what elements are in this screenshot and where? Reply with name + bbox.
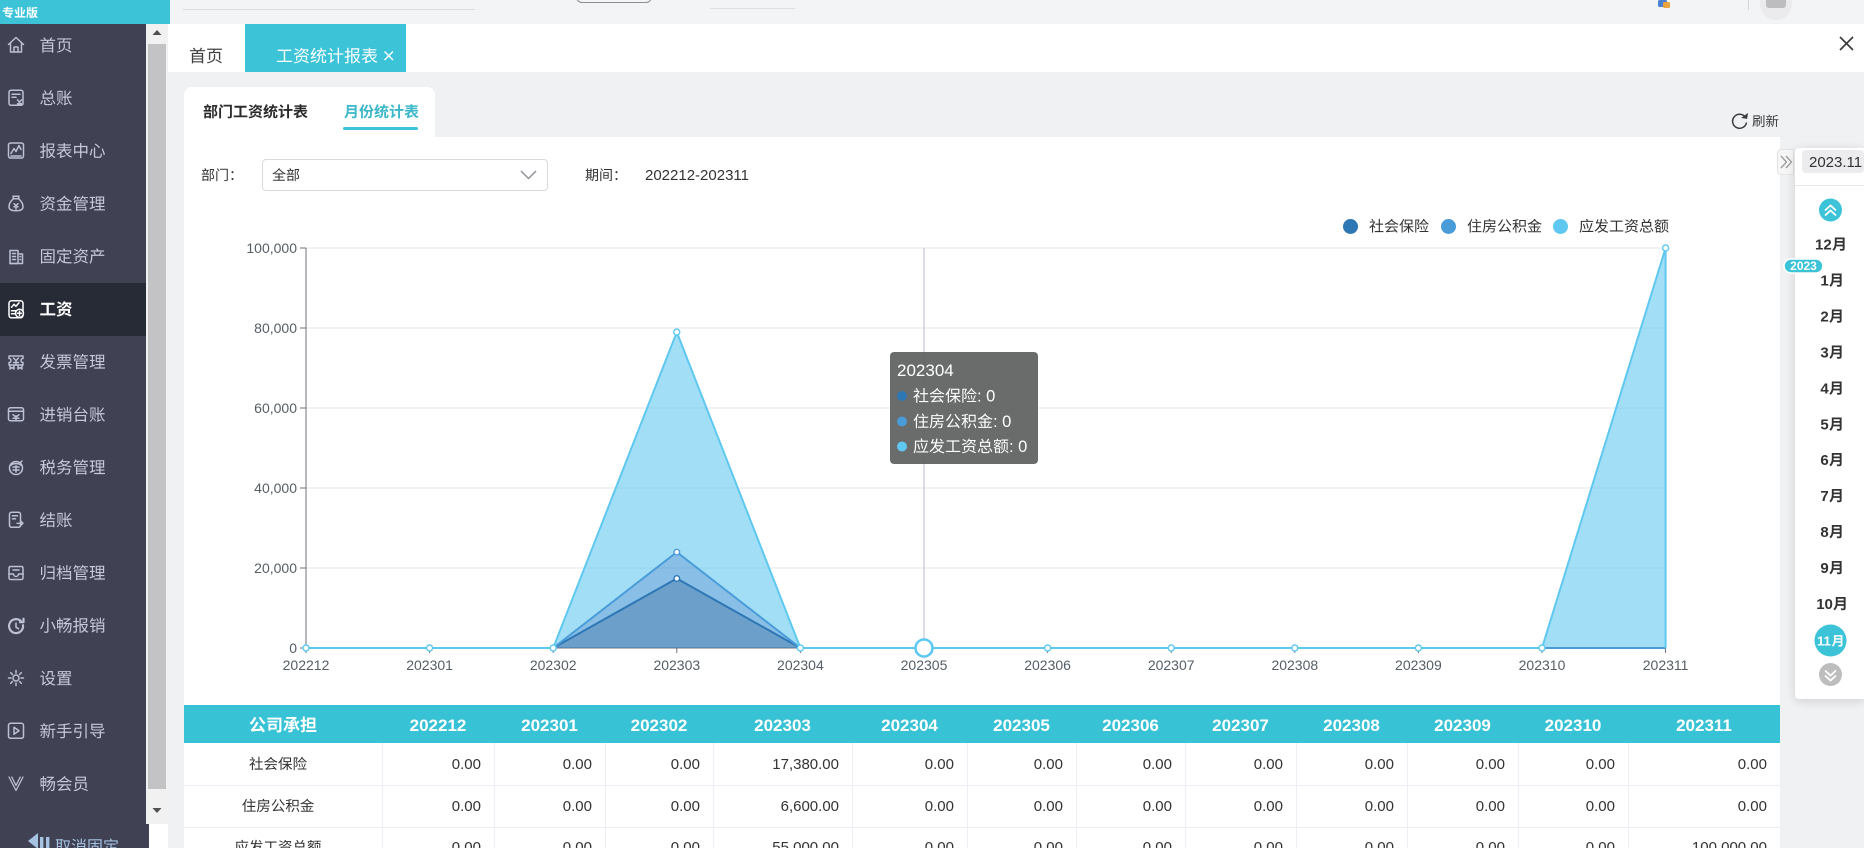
svg-text:202303: 202303 — [653, 657, 700, 673]
svg-text:4: 4 — [1820, 381, 1829, 398]
svg-text:40,000: 40,000 — [254, 480, 297, 496]
svg-text:0.00: 0.00 — [1476, 756, 1505, 773]
svg-text:0.00: 0.00 — [925, 756, 954, 773]
svg-text:0.00: 0.00 — [671, 839, 700, 848]
svg-text:202310: 202310 — [1519, 657, 1566, 673]
svg-text:12: 12 — [1815, 237, 1832, 254]
svg-text:0.00: 0.00 — [563, 756, 592, 773]
svg-text:3: 3 — [1820, 345, 1828, 362]
svg-text:0.00: 0.00 — [1143, 839, 1172, 848]
svg-text:202302: 202302 — [631, 716, 688, 735]
svg-text:202303: 202303 — [754, 716, 811, 735]
svg-text:2: 2 — [1820, 309, 1828, 326]
svg-text:11: 11 — [1817, 634, 1831, 649]
svg-text:0.00: 0.00 — [563, 839, 592, 848]
svg-text:202307: 202307 — [1148, 657, 1195, 673]
svg-text:8: 8 — [1820, 524, 1828, 541]
svg-text:5: 5 — [1820, 417, 1828, 434]
svg-text:: 0: : 0 — [977, 388, 995, 406]
svg-text:202212-202311: 202212-202311 — [645, 167, 749, 184]
svg-text:0.00: 0.00 — [1254, 798, 1283, 815]
svg-text:0.00: 0.00 — [671, 756, 700, 773]
svg-text:0.00: 0.00 — [1738, 756, 1767, 773]
svg-text:202301: 202301 — [521, 716, 578, 735]
svg-text:202306: 202306 — [1102, 716, 1159, 735]
svg-text:: 0: : 0 — [993, 413, 1011, 431]
svg-text:100,000: 100,000 — [246, 240, 297, 256]
svg-text:0.00: 0.00 — [925, 798, 954, 815]
svg-text:0.00: 0.00 — [1254, 839, 1283, 848]
svg-text:0.00: 0.00 — [1365, 839, 1394, 848]
svg-text:0.00: 0.00 — [1586, 798, 1615, 815]
svg-text:0.00: 0.00 — [452, 756, 481, 773]
svg-text:202304: 202304 — [881, 716, 938, 735]
svg-text:0.00: 0.00 — [1586, 756, 1615, 773]
svg-text:0.00: 0.00 — [1365, 798, 1394, 815]
svg-text:9: 9 — [1820, 560, 1828, 577]
svg-text:202310: 202310 — [1545, 716, 1602, 735]
svg-text:1: 1 — [1820, 273, 1828, 290]
svg-text:202311: 202311 — [1676, 716, 1732, 735]
svg-text:202306: 202306 — [1024, 657, 1071, 673]
svg-text:0.00: 0.00 — [1586, 839, 1615, 848]
svg-text:202305: 202305 — [901, 657, 948, 673]
svg-text:7: 7 — [1820, 488, 1828, 505]
svg-text:0.00: 0.00 — [1476, 798, 1505, 815]
svg-text:0: 0 — [289, 640, 297, 656]
svg-text:202308: 202308 — [1271, 657, 1318, 673]
svg-text:0.00: 0.00 — [452, 839, 481, 848]
svg-text:0.00: 0.00 — [1365, 756, 1394, 773]
svg-text:80,000: 80,000 — [254, 320, 297, 336]
svg-text:202301: 202301 — [406, 657, 453, 673]
svg-text:0.00: 0.00 — [1143, 756, 1172, 773]
svg-text:0.00: 0.00 — [1476, 839, 1505, 848]
svg-text:0.00: 0.00 — [1034, 798, 1063, 815]
svg-text:0.00: 0.00 — [1034, 839, 1063, 848]
svg-text:17,380.00: 17,380.00 — [772, 756, 839, 773]
svg-text:0.00: 0.00 — [671, 798, 700, 815]
svg-text:2023: 2023 — [1790, 259, 1817, 273]
svg-text:: 0: : 0 — [1009, 438, 1027, 456]
svg-text:202309: 202309 — [1395, 657, 1442, 673]
svg-text:20,000: 20,000 — [254, 560, 297, 576]
svg-text:55,000.00: 55,000.00 — [772, 839, 839, 848]
svg-text:0.00: 0.00 — [1034, 756, 1063, 773]
svg-text:202309: 202309 — [1434, 716, 1491, 735]
svg-text:202307: 202307 — [1212, 716, 1269, 735]
svg-text:60,000: 60,000 — [254, 400, 297, 416]
svg-text:0.00: 0.00 — [925, 839, 954, 848]
svg-text:6: 6 — [1820, 452, 1828, 469]
svg-text:6,600.00: 6,600.00 — [781, 798, 839, 815]
svg-text:202308: 202308 — [1323, 716, 1380, 735]
svg-text:202302: 202302 — [530, 657, 577, 673]
svg-text:202311: 202311 — [1643, 657, 1689, 673]
svg-text:0.00: 0.00 — [563, 798, 592, 815]
svg-text:0.00: 0.00 — [1143, 798, 1172, 815]
svg-text:100,000.00: 100,000.00 — [1692, 839, 1767, 848]
svg-text:202305: 202305 — [993, 716, 1050, 735]
svg-text:202212: 202212 — [283, 657, 330, 673]
svg-text:10: 10 — [1816, 596, 1833, 613]
svg-text:0.00: 0.00 — [452, 798, 481, 815]
svg-text:202304: 202304 — [897, 361, 954, 380]
svg-text:0.00: 0.00 — [1738, 798, 1767, 815]
svg-text:202304: 202304 — [777, 657, 824, 673]
svg-text:0.00: 0.00 — [1254, 756, 1283, 773]
svg-text:202212: 202212 — [410, 716, 467, 735]
svg-text:2023.11: 2023.11 — [1809, 154, 1862, 171]
